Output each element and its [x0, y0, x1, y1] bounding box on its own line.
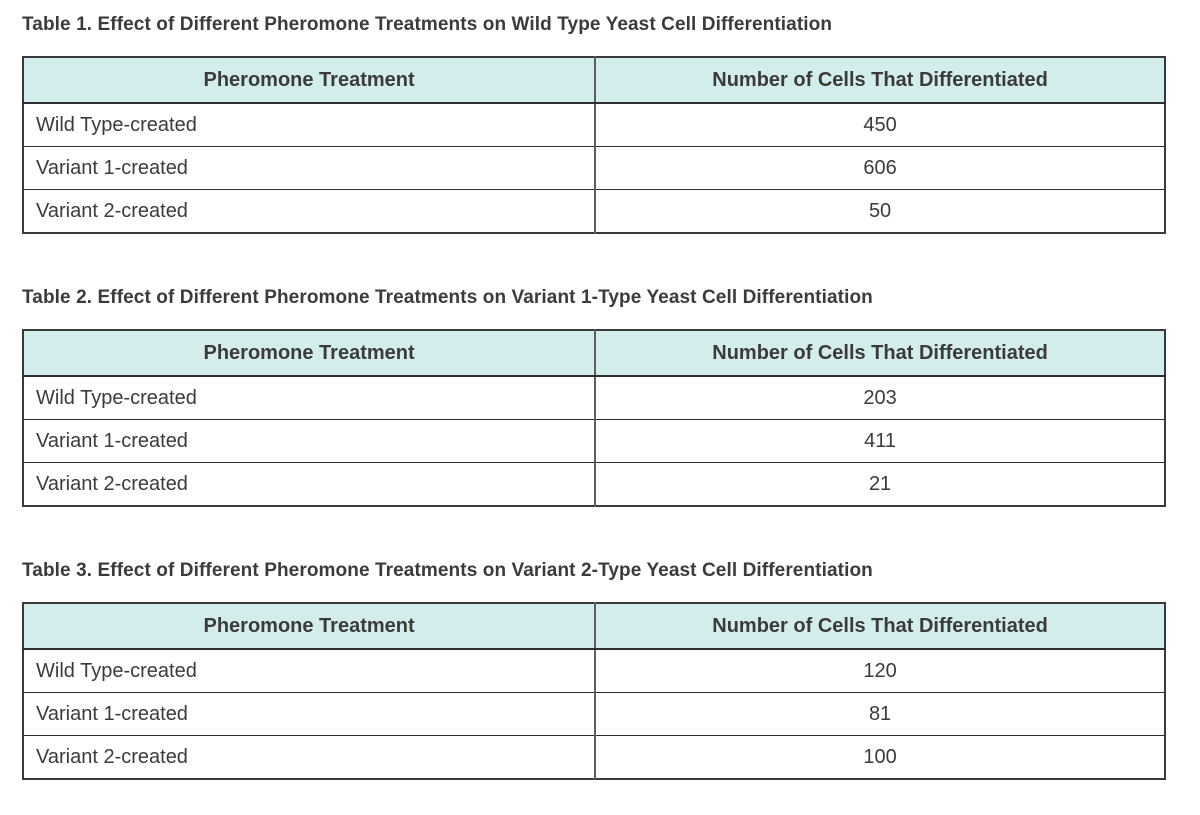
treatment-cell: Variant 1-created — [23, 419, 597, 463]
table-3-title: Table 3. Effect of Different Pheromone T… — [22, 560, 873, 581]
table-3: Pheromone Treatment Number of Cells That… — [22, 602, 1166, 780]
header-row: Pheromone Treatment Number of Cells That… — [23, 329, 1165, 377]
table-row: Variant 1-created 411 — [23, 419, 1165, 463]
table-1: Pheromone Treatment Number of Cells That… — [22, 56, 1166, 234]
table-1-section: Table 1. Effect of Different Pheromone T… — [22, 13, 1166, 234]
treatment-cell: Variant 1-created — [23, 146, 597, 190]
treatment-cell: Wild Type-created — [23, 102, 597, 147]
table-2-title: Table 2. Effect of Different Pheromone T… — [22, 287, 873, 308]
table-row: Variant 2-created 50 — [23, 189, 1165, 234]
treatment-cell: Variant 2-created — [23, 462, 597, 507]
header-row: Pheromone Treatment Number of Cells That… — [23, 602, 1165, 650]
treatment-cell: Variant 2-created — [23, 189, 597, 234]
count-cell: 100 — [595, 735, 1165, 780]
column-header-cells-differentiated: Number of Cells That Differentiated — [595, 602, 1165, 650]
column-header-cells-differentiated: Number of Cells That Differentiated — [595, 56, 1165, 104]
column-header-pheromone-treatment: Pheromone Treatment — [23, 602, 597, 650]
table-row: Wild Type-created 203 — [23, 375, 1165, 420]
table-3-section: Table 3. Effect of Different Pheromone T… — [22, 559, 1166, 780]
count-cell: 606 — [595, 146, 1165, 190]
table-2: Pheromone Treatment Number of Cells That… — [22, 329, 1166, 507]
column-header-pheromone-treatment: Pheromone Treatment — [23, 56, 597, 104]
treatment-cell: Wild Type-created — [23, 648, 597, 693]
table-row: Variant 1-created 606 — [23, 146, 1165, 190]
table-row: Variant 2-created 21 — [23, 462, 1165, 507]
table-2-section: Table 2. Effect of Different Pheromone T… — [22, 286, 1166, 507]
count-cell: 120 — [595, 648, 1165, 693]
column-header-pheromone-treatment: Pheromone Treatment — [23, 329, 597, 377]
treatment-cell: Variant 1-created — [23, 692, 597, 736]
table-1-title: Table 1. Effect of Different Pheromone T… — [22, 14, 833, 35]
table-row: Variant 1-created 81 — [23, 692, 1165, 736]
count-cell: 81 — [595, 692, 1165, 736]
count-cell: 21 — [595, 462, 1165, 507]
treatment-cell: Wild Type-created — [23, 375, 597, 420]
count-cell: 50 — [595, 189, 1165, 234]
table-row: Variant 2-created 100 — [23, 735, 1165, 780]
treatment-cell: Variant 2-created — [23, 735, 597, 780]
header-row: Pheromone Treatment Number of Cells That… — [23, 56, 1165, 104]
table-row: Wild Type-created 120 — [23, 648, 1165, 693]
column-header-cells-differentiated: Number of Cells That Differentiated — [595, 329, 1165, 377]
count-cell: 450 — [595, 102, 1165, 147]
count-cell: 203 — [595, 375, 1165, 420]
count-cell: 411 — [595, 419, 1165, 463]
table-row: Wild Type-created 450 — [23, 102, 1165, 147]
